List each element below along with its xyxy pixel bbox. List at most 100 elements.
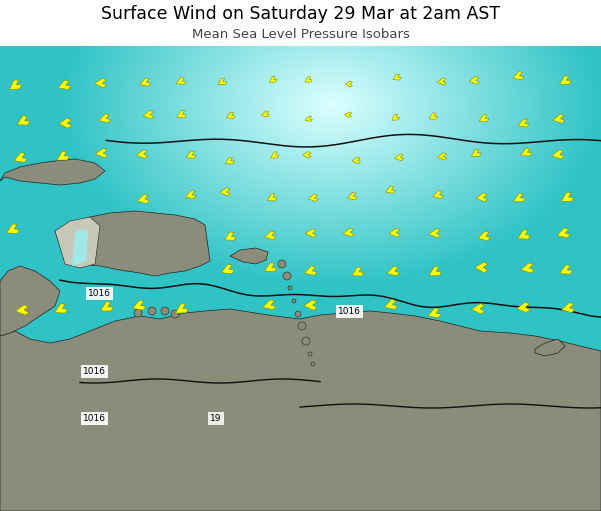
Polygon shape [344,112,352,118]
Polygon shape [0,266,60,336]
Polygon shape [560,265,573,274]
Polygon shape [479,114,489,122]
Polygon shape [472,304,484,314]
Circle shape [134,309,142,317]
Polygon shape [143,110,154,119]
Polygon shape [345,81,352,87]
Polygon shape [133,300,146,310]
Polygon shape [478,231,490,241]
Polygon shape [384,299,398,310]
Polygon shape [96,148,108,158]
Circle shape [161,307,169,315]
Polygon shape [304,300,317,310]
Polygon shape [389,228,400,237]
Polygon shape [7,224,19,234]
Circle shape [292,299,296,303]
Polygon shape [561,193,574,201]
Text: Mean Sea Level Pressure Isobars: Mean Sea Level Pressure Isobars [192,28,409,41]
Polygon shape [429,267,442,275]
Circle shape [302,337,310,345]
Text: 1016: 1016 [338,307,361,316]
Polygon shape [10,80,22,90]
Polygon shape [99,114,111,123]
Polygon shape [305,266,317,275]
Polygon shape [270,152,279,158]
Polygon shape [557,228,570,238]
Polygon shape [186,151,196,158]
Circle shape [308,352,312,356]
Polygon shape [347,193,357,200]
Text: 1016: 1016 [83,367,106,376]
Polygon shape [0,159,105,185]
Polygon shape [225,157,234,164]
Circle shape [295,311,301,317]
Polygon shape [387,266,400,276]
Polygon shape [561,303,575,313]
Polygon shape [513,72,524,80]
Polygon shape [392,114,400,120]
Polygon shape [352,267,364,276]
Circle shape [288,286,292,290]
Polygon shape [305,229,316,238]
Circle shape [171,310,179,318]
Circle shape [311,362,315,366]
Polygon shape [100,302,114,311]
Polygon shape [343,228,355,237]
Polygon shape [222,264,234,274]
Polygon shape [136,150,148,158]
Polygon shape [393,74,401,80]
Polygon shape [94,78,106,88]
Polygon shape [308,194,319,201]
Text: 1016: 1016 [83,414,106,423]
Polygon shape [437,152,447,160]
Polygon shape [267,194,277,201]
Circle shape [283,272,291,280]
Polygon shape [429,228,441,238]
Polygon shape [72,229,88,266]
Polygon shape [429,113,438,119]
Polygon shape [14,153,27,162]
Polygon shape [395,154,404,161]
Polygon shape [518,119,529,127]
Polygon shape [264,231,276,240]
Polygon shape [517,302,530,312]
Polygon shape [177,111,186,118]
Polygon shape [55,217,100,268]
Polygon shape [261,111,269,117]
Polygon shape [535,339,565,356]
Polygon shape [303,151,311,158]
Polygon shape [514,193,525,202]
Polygon shape [437,78,447,85]
Polygon shape [58,80,71,89]
Polygon shape [521,263,534,273]
Circle shape [278,260,286,268]
Circle shape [148,307,156,315]
Polygon shape [517,230,531,239]
Polygon shape [264,263,276,272]
Polygon shape [263,300,276,310]
Polygon shape [57,151,70,160]
Polygon shape [0,309,601,511]
Polygon shape [176,77,186,84]
Polygon shape [17,116,30,125]
Polygon shape [560,76,572,84]
Circle shape [298,322,306,330]
Polygon shape [230,248,268,264]
Polygon shape [220,188,230,196]
Polygon shape [140,78,151,86]
Polygon shape [476,193,487,202]
Polygon shape [469,77,480,84]
Polygon shape [521,148,532,156]
Text: 1016: 1016 [88,289,111,298]
Polygon shape [352,157,361,164]
Polygon shape [226,112,235,119]
Text: Surface Wind on Saturday 29 Mar at 2am AST: Surface Wind on Saturday 29 Mar at 2am A… [101,5,500,23]
Polygon shape [428,308,441,318]
Polygon shape [185,191,197,199]
Polygon shape [175,304,188,313]
Polygon shape [552,150,564,159]
Polygon shape [269,77,277,82]
Polygon shape [305,77,313,82]
Polygon shape [225,232,236,240]
Polygon shape [59,118,72,128]
